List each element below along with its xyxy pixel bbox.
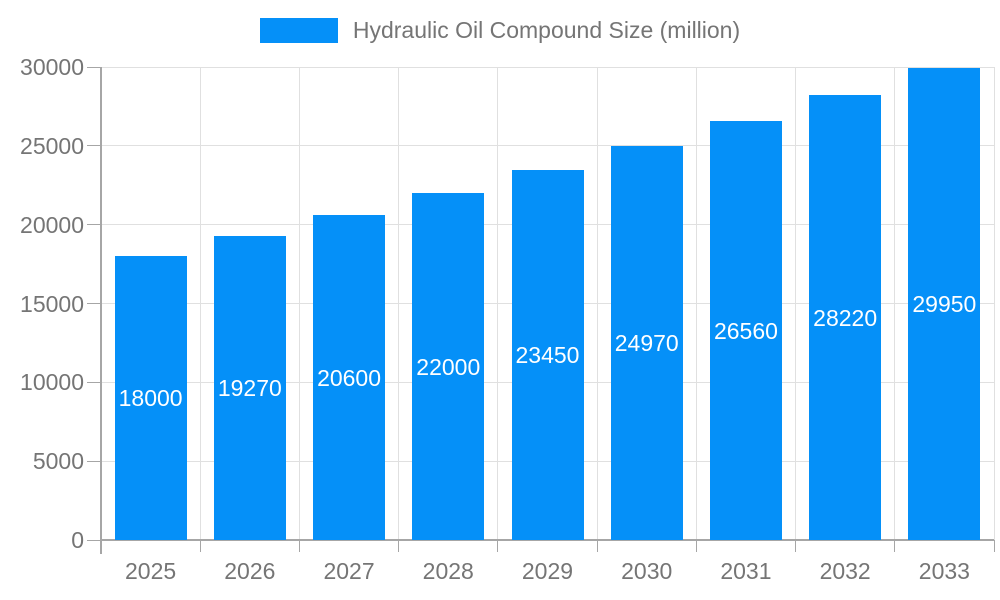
bar-value-label: 24970 bbox=[614, 330, 679, 357]
y-axis-tick bbox=[87, 539, 101, 541]
bar-value-label: 18000 bbox=[118, 385, 183, 412]
v-gridline bbox=[199, 67, 201, 540]
bar-value-label: 29950 bbox=[912, 290, 977, 317]
bar-value-label: 22000 bbox=[416, 353, 481, 380]
y-axis-tick-label: 0 bbox=[71, 527, 84, 553]
bar-value-label: 26560 bbox=[713, 317, 778, 344]
x-axis-tick bbox=[894, 540, 896, 552]
x-axis-tick bbox=[795, 540, 797, 552]
bar-value-label: 28220 bbox=[813, 304, 878, 331]
x-axis-tick bbox=[993, 540, 995, 552]
y-axis-tick bbox=[87, 303, 101, 304]
bar-2026: 19270 bbox=[213, 236, 286, 540]
x-axis-tick-label: 2031 bbox=[720, 558, 772, 584]
y-axis-tick-label: 30000 bbox=[20, 54, 84, 80]
v-gridline bbox=[497, 67, 499, 540]
x-axis-line bbox=[101, 539, 994, 541]
x-axis-tick bbox=[497, 540, 499, 552]
bar-2028: 22000 bbox=[412, 193, 485, 540]
y-axis-tick bbox=[87, 145, 101, 147]
bar-value-label: 20600 bbox=[317, 364, 382, 391]
legend: Hydraulic Oil Compound Size (million) bbox=[0, 16, 1000, 44]
bar-value-label: 23450 bbox=[515, 342, 580, 369]
h-gridline bbox=[101, 145, 994, 147]
y-axis-tick-label: 25000 bbox=[20, 132, 84, 159]
v-gridline bbox=[795, 67, 797, 540]
y-axis-tick-label: 20000 bbox=[20, 211, 84, 238]
bar-2031: 26560 bbox=[709, 121, 782, 540]
bar-2032: 28220 bbox=[809, 95, 882, 540]
v-gridline bbox=[695, 67, 697, 540]
bar-2033: 29950 bbox=[908, 67, 981, 540]
y-axis-tick-label: 15000 bbox=[20, 290, 84, 317]
x-axis-tick bbox=[199, 540, 201, 552]
bar-value-label: 19270 bbox=[217, 375, 282, 402]
h-gridline bbox=[101, 66, 994, 68]
x-axis-tick-label: 2029 bbox=[521, 558, 574, 584]
x-axis-tick-label: 2030 bbox=[621, 558, 673, 584]
v-gridline bbox=[398, 67, 400, 540]
legend-swatch bbox=[259, 17, 338, 43]
x-axis-tick-label: 2033 bbox=[918, 558, 970, 584]
y-axis-tick bbox=[87, 66, 101, 68]
x-axis-tick-label: 2026 bbox=[224, 558, 276, 584]
bar-2029: 23450 bbox=[511, 170, 584, 540]
x-axis-tick bbox=[596, 540, 598, 552]
y-axis-line bbox=[99, 67, 102, 554]
v-gridline bbox=[993, 67, 995, 540]
y-axis-tick bbox=[87, 460, 101, 462]
v-gridline bbox=[298, 67, 300, 540]
x-axis-tick-label: 2025 bbox=[125, 558, 177, 584]
y-axis-tick bbox=[87, 381, 101, 383]
bar-2030: 24970 bbox=[610, 146, 683, 540]
x-axis-tick-label: 2032 bbox=[819, 558, 871, 584]
x-axis-tick bbox=[695, 540, 697, 552]
v-gridline bbox=[596, 67, 598, 540]
x-axis-tick bbox=[398, 540, 400, 552]
x-axis-tick-label: 2027 bbox=[323, 558, 375, 584]
y-axis-tick-label: 5000 bbox=[32, 448, 84, 475]
bar-2027: 20600 bbox=[313, 215, 386, 540]
x-axis-tick-label: 2028 bbox=[422, 558, 474, 584]
bar-2025: 18000 bbox=[114, 256, 187, 540]
legend-label: Hydraulic Oil Compound Size (million) bbox=[352, 16, 741, 43]
v-gridline bbox=[894, 67, 896, 540]
y-axis-tick-label: 10000 bbox=[20, 369, 84, 396]
x-axis-tick bbox=[298, 540, 300, 552]
y-axis-tick bbox=[87, 224, 101, 226]
